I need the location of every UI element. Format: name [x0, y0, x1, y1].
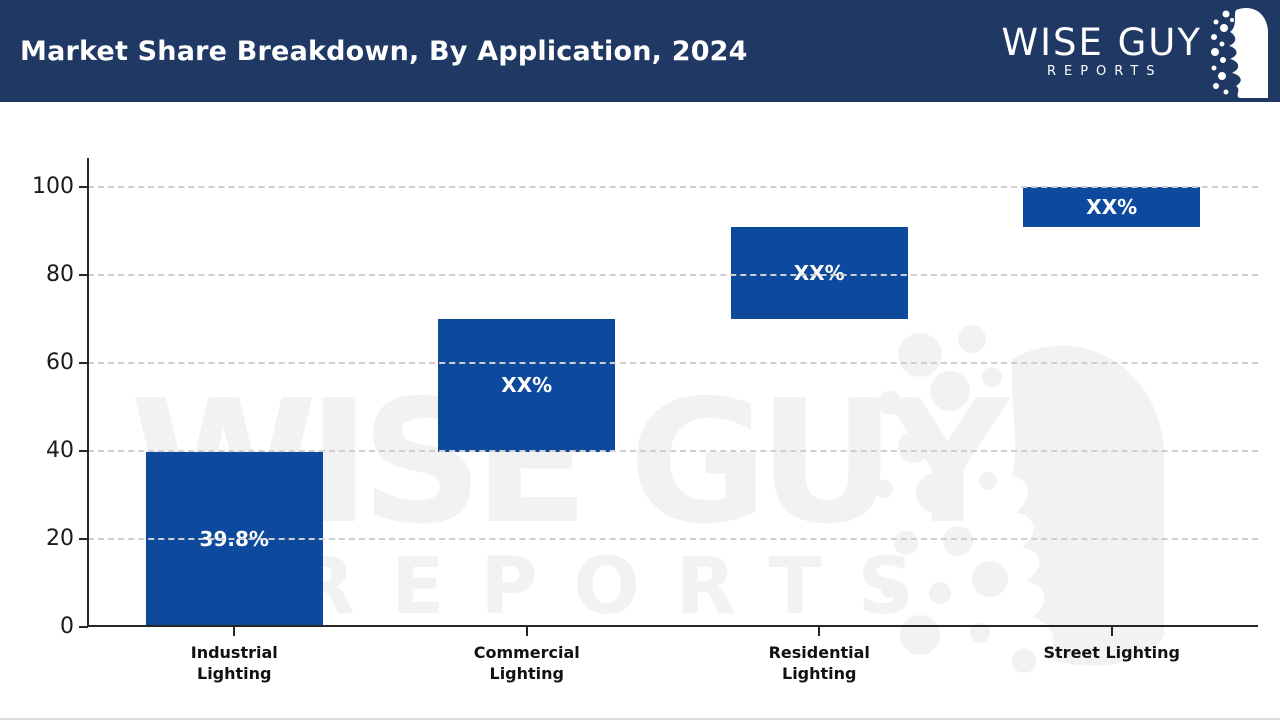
bar-value-label: XX%: [1086, 194, 1138, 219]
bar-commercial-lighting: XX%: [438, 319, 616, 452]
logo-reports-text: REPORTS: [1046, 63, 1163, 79]
gridline: [88, 362, 1258, 364]
x-tick-mark: [525, 627, 528, 636]
y-tick-label: 20: [46, 526, 74, 551]
y-axis-line: [87, 158, 89, 627]
y-tick-mark: [79, 362, 88, 364]
header-bar: Market Share Breakdown, By Application, …: [0, 0, 1280, 102]
gridline: [88, 538, 1258, 540]
x-category-label-line: Lighting: [782, 664, 857, 683]
y-tick-label: 60: [46, 350, 74, 375]
gridline: [88, 274, 1258, 276]
x-category-label: Residential Lighting: [709, 642, 929, 684]
bottom-border: [0, 718, 1280, 720]
page-title: Market Share Breakdown, By Application, …: [20, 35, 748, 67]
bar-value-label: XX%: [793, 260, 845, 285]
y-tick-label: 40: [46, 438, 74, 463]
x-tick-mark: [1110, 627, 1113, 636]
brand-logo: WISE GUY REPORTS: [1002, 0, 1270, 102]
y-tick-mark: [79, 450, 88, 452]
watermark-reports-text: REPORTS: [295, 542, 950, 632]
x-category-label-line: Industrial: [190, 643, 278, 662]
x-tick-mark: [818, 627, 821, 636]
x-category-label-line: Lighting: [197, 664, 272, 683]
y-tick-label: 100: [32, 174, 74, 199]
x-category-label-line: Lighting: [489, 664, 565, 683]
x-category-label-line: Residential: [768, 643, 870, 662]
logo-face-icon: [1211, 8, 1268, 98]
watermark-face-icon: [875, 325, 1164, 673]
gridline: [88, 450, 1258, 452]
logo-wiseguy-text: WISE GUY: [1001, 20, 1202, 64]
brand-logo-text: WISE GUY REPORTS: [1002, 24, 1202, 79]
chart-area: WISE GUY REPORTS 39.8% XX% XX% XX% 0 20 40 60 8…: [0, 102, 1280, 718]
bar-value-label: XX%: [501, 373, 553, 398]
y-tick-mark: [79, 626, 88, 628]
bar-residential-lighting: XX%: [730, 226, 908, 319]
x-category-label: Industrial Lighting: [124, 642, 344, 684]
x-category-label: Commercial Lighting: [417, 642, 637, 684]
x-category-label-line: Commercial: [473, 643, 580, 662]
y-tick-label: 0: [60, 614, 74, 639]
y-tick-mark: [79, 274, 88, 276]
gridline: [88, 186, 1258, 188]
x-axis-line: [87, 625, 1258, 627]
y-tick-label: 80: [46, 262, 74, 287]
bar-street-lighting: XX%: [1023, 187, 1201, 227]
x-tick-mark: [233, 627, 236, 636]
x-category-label-line: Street Lighting: [1043, 643, 1180, 662]
y-tick-mark: [79, 538, 88, 540]
y-tick-mark: [79, 186, 88, 188]
x-category-label: Street Lighting: [1002, 642, 1222, 663]
